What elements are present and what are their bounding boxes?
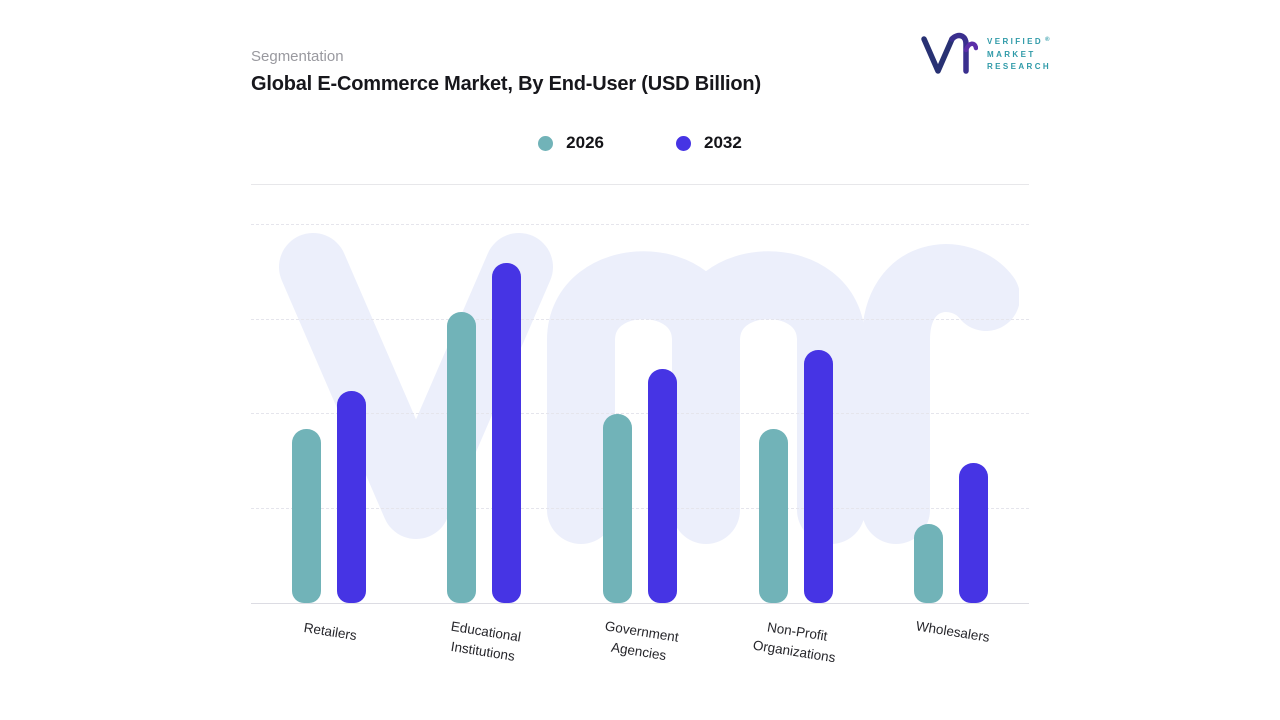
- x-axis-cell: Government Agencies: [562, 618, 718, 663]
- bar-groups: [251, 225, 1029, 603]
- legend-label-2032: 2032: [704, 133, 742, 152]
- logo-line-3: RESEARCH: [987, 62, 1052, 72]
- vmr-logo-wordmark: VERIFIED ® MARKET RESEARCH: [987, 36, 1052, 73]
- registered-mark: ®: [1045, 37, 1052, 44]
- chart-legend: 2026 2032: [251, 133, 1029, 153]
- legend-swatch-2026: [538, 135, 554, 151]
- plot-area: [251, 224, 1029, 604]
- logo-line-1: VERIFIED ®: [987, 37, 1052, 47]
- bar-2026: [758, 429, 788, 603]
- bar-group: [562, 225, 718, 603]
- bar-2032: [959, 463, 989, 603]
- x-axis-cell: Wholesalers: [873, 618, 1029, 663]
- x-axis-cell: Educational Institutions: [407, 619, 563, 664]
- legend-swatch-2032: [676, 135, 691, 151]
- bar-group: [718, 225, 874, 603]
- bar-2026: [602, 414, 632, 603]
- x-axis-labels: Retailers Educational Institutions Governm…: [251, 618, 1029, 665]
- legend-label-2026: 2026: [566, 133, 604, 152]
- x-axis-label: Non-Profit Organizations: [751, 619, 837, 666]
- bar-2032: [336, 391, 366, 603]
- bar-2026: [914, 523, 944, 603]
- chart-header: Segmentation Global E-Commerce Market, B…: [251, 48, 761, 96]
- vmr-monogram-icon: [921, 32, 978, 74]
- gridline: [251, 224, 1029, 225]
- bar-2026: [291, 429, 321, 603]
- bar-group: [251, 225, 407, 603]
- chart-title: Global E-Commerce Market, By End-User (U…: [251, 73, 761, 95]
- bar-2032: [492, 262, 522, 603]
- bar-2026: [447, 311, 477, 603]
- x-axis-label: Educational Institutions: [449, 618, 523, 665]
- legend-item-2032: 2032: [676, 133, 742, 153]
- x-axis-label: Government Agencies: [603, 618, 680, 664]
- x-axis-label: Retailers: [302, 620, 358, 644]
- bar-group: [873, 225, 1029, 603]
- vmr-logo: VERIFIED ® MARKET RESEARCH: [920, 32, 1052, 78]
- bar-2032: [647, 368, 677, 603]
- x-axis-cell: Non-Profit Organizations: [718, 619, 874, 665]
- header-divider: [251, 184, 1029, 185]
- x-axis-label: Wholesalers: [914, 618, 991, 645]
- chart-eyebrow: Segmentation: [251, 48, 344, 65]
- bar-group: [407, 225, 563, 603]
- x-axis-cell: Retailers: [251, 620, 407, 663]
- logo-line-2: MARKET: [987, 49, 1036, 59]
- bar-2032: [803, 349, 833, 603]
- legend-item-2026: 2026: [538, 133, 604, 153]
